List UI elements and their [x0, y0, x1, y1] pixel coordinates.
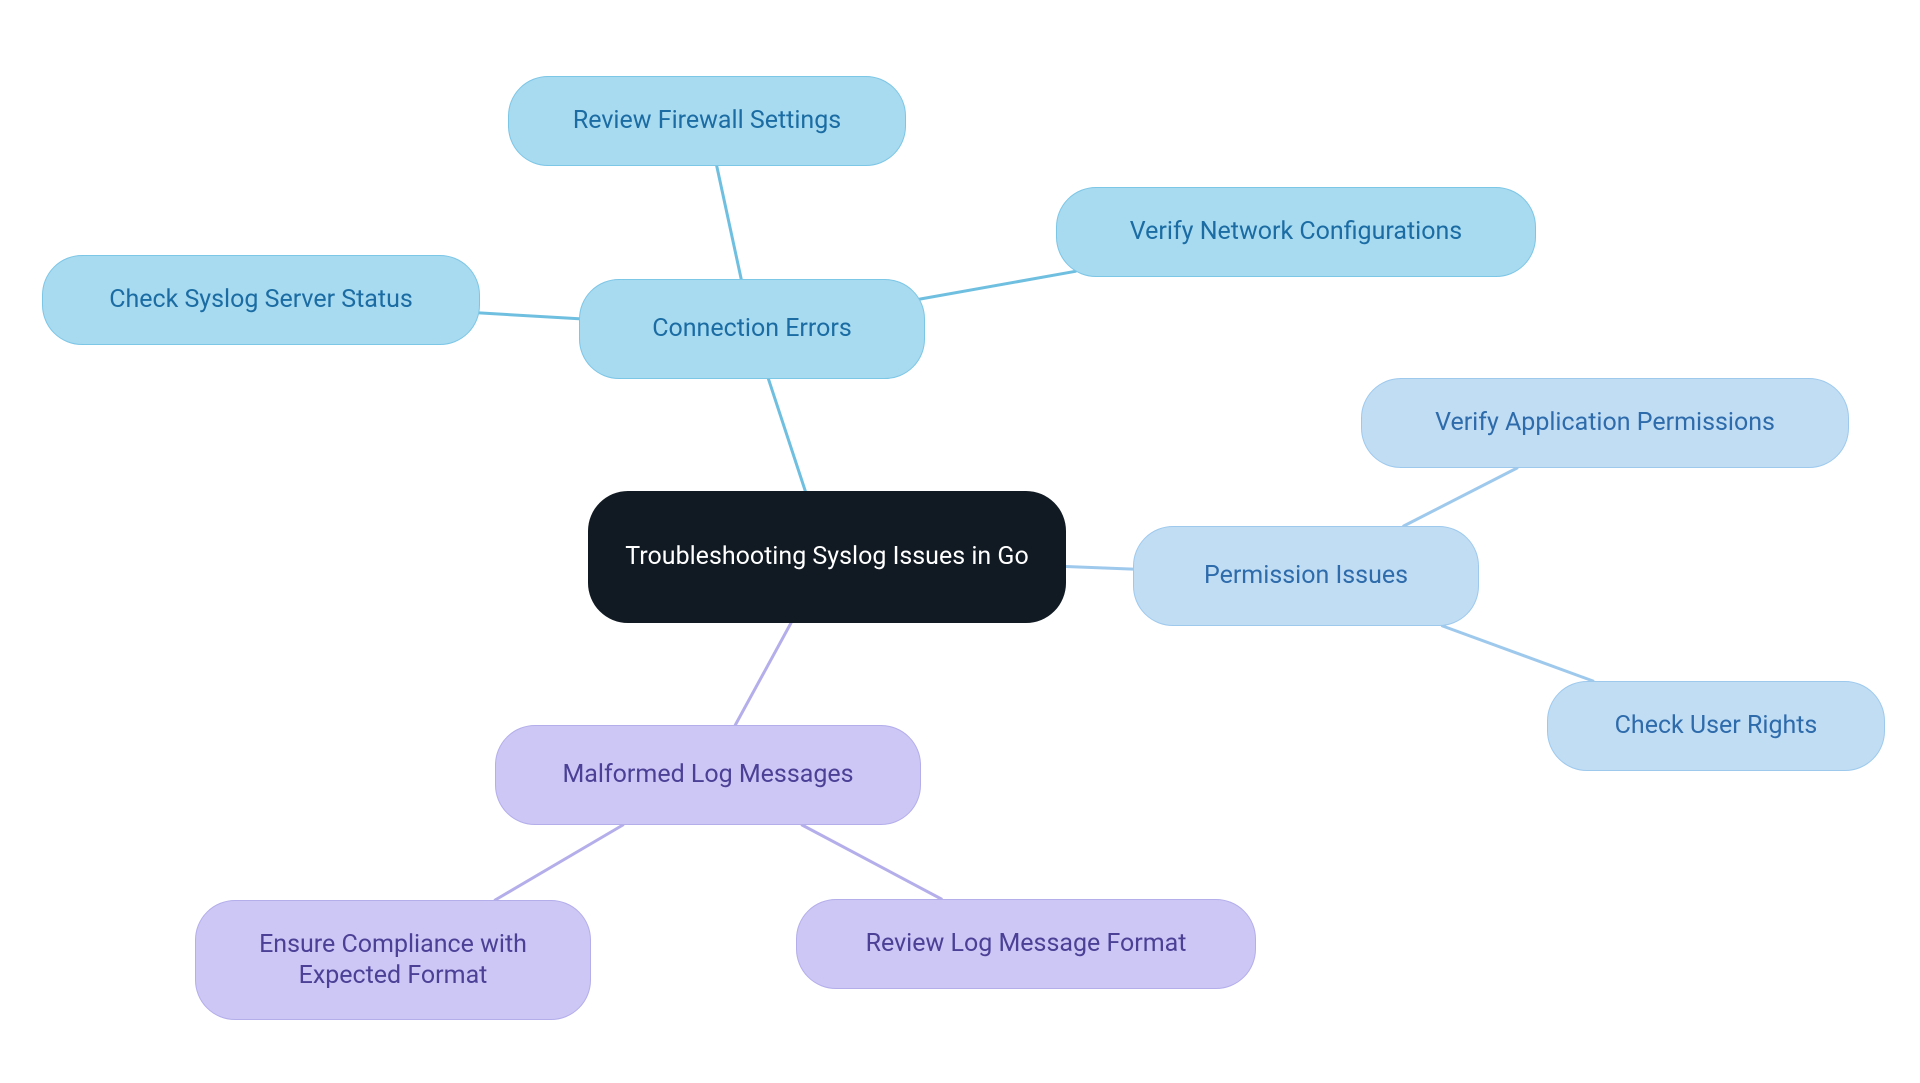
node-label: Connection Errors	[652, 313, 852, 344]
node-label: Malformed Log Messages	[562, 759, 853, 790]
node-label: Troubleshooting Syslog Issues in Go	[625, 541, 1028, 572]
edge	[735, 623, 791, 725]
node-label: Permission Issues	[1204, 560, 1408, 591]
node-label: Verify Application Permissions	[1435, 407, 1775, 438]
node-label: Verify Network Configurations	[1130, 216, 1462, 247]
node-check-user-rights: Check User Rights	[1547, 681, 1885, 771]
node-malformed-logs: Malformed Log Messages	[495, 725, 921, 825]
node-verify-app-permissions: Verify Application Permissions	[1361, 378, 1849, 468]
edge	[495, 825, 623, 900]
node-ensure-compliance: Ensure Compliance with Expected Format	[195, 900, 591, 1020]
edge	[768, 379, 805, 491]
edge	[717, 166, 741, 279]
node-label: Review Firewall Settings	[573, 105, 841, 136]
node-label: Ensure Compliance with Expected Format	[226, 929, 560, 992]
node-review-firewall: Review Firewall Settings	[508, 76, 906, 166]
node-label: Check User Rights	[1615, 710, 1818, 741]
node-label: Review Log Message Format	[866, 928, 1187, 959]
node-label: Check Syslog Server Status	[109, 284, 413, 315]
node-review-log-format: Review Log Message Format	[796, 899, 1256, 989]
mindmap-canvas: { "diagram": { "type": "mindmap", "backg…	[0, 0, 1920, 1083]
node-root: Troubleshooting Syslog Issues in Go	[588, 491, 1066, 623]
edge	[1066, 566, 1133, 569]
node-permission-issues: Permission Issues	[1133, 526, 1479, 626]
edge	[802, 825, 941, 899]
edge	[479, 313, 579, 319]
node-verify-network: Verify Network Configurations	[1056, 187, 1536, 277]
node-check-syslog-status: Check Syslog Server Status	[42, 255, 480, 345]
edge	[920, 271, 1076, 299]
node-connection-errors: Connection Errors	[579, 279, 925, 379]
edge	[1404, 468, 1517, 526]
edge	[1442, 626, 1593, 681]
